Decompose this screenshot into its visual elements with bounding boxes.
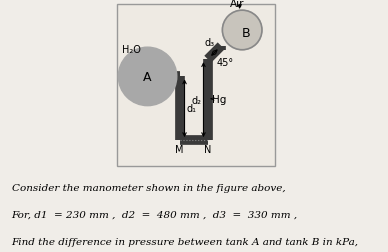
FancyBboxPatch shape [116, 5, 275, 166]
Text: Hg: Hg [212, 94, 227, 104]
Text: d₂: d₂ [192, 95, 202, 105]
Text: Consider the manometer shown in the figure above,: Consider the manometer shown in the figu… [12, 183, 285, 193]
Text: d₃: d₃ [204, 38, 214, 48]
Text: Air: Air [230, 0, 244, 9]
Text: 45°: 45° [217, 57, 234, 68]
Text: B: B [242, 27, 251, 40]
Text: H₂O: H₂O [122, 45, 140, 55]
Text: M: M [175, 145, 184, 155]
Text: For, d1  = 230 mm ,  d2  =  480 mm ,  d3  =  330 mm ,: For, d1 = 230 mm , d2 = 480 mm , d3 = 33… [12, 210, 298, 219]
Circle shape [118, 48, 177, 106]
Text: A: A [143, 71, 152, 84]
Text: N: N [204, 145, 212, 155]
Text: Find the difference in pressure between tank A and tank B in kPa,: Find the difference in pressure between … [12, 237, 359, 246]
Circle shape [222, 11, 262, 51]
Text: d₁: d₁ [186, 104, 196, 114]
